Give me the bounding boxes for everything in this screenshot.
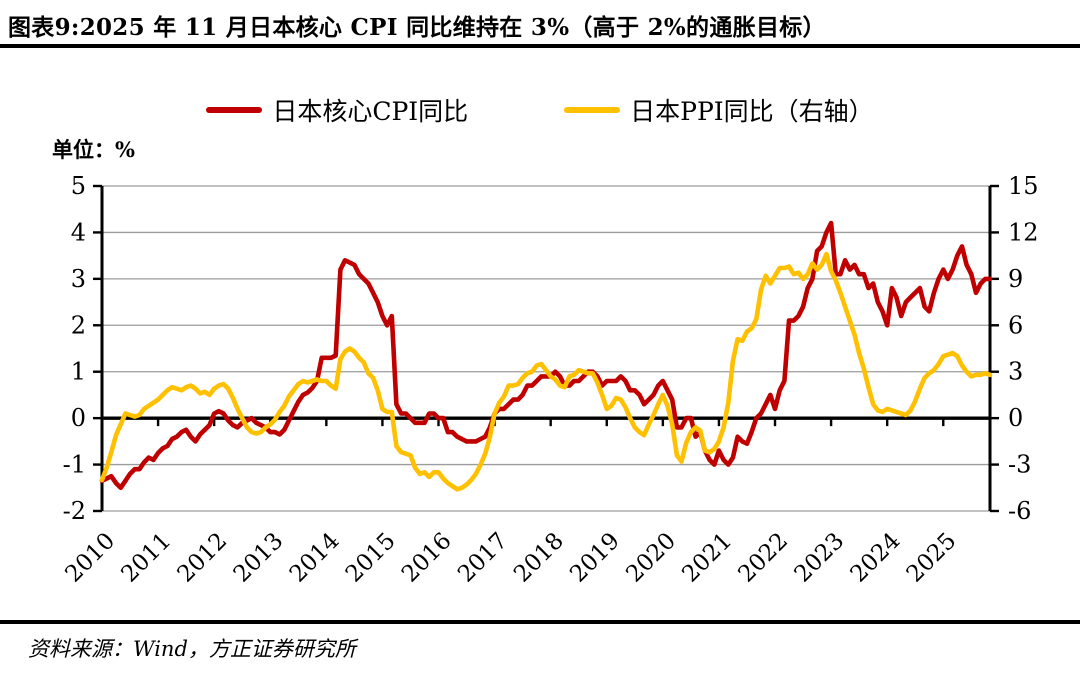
cpi-ppi-chart: 2010 2011 2012 2013 2014 2015 2016 2017 2018 2019… [0,140,1080,620]
x-axis-tick-label: 2012 [173,528,233,588]
right-axis-tick-label: 9 [1008,265,1023,293]
x-axis-tick-label: 2017 [453,528,513,588]
right-axis-tick-label: 6 [1008,311,1023,339]
ppi-series-line [99,251,993,492]
x-axis-tick-label: 2016 [397,528,457,588]
left-axis-tick-label: -1 [63,451,86,479]
x-axis-tick-label: 2021 [677,528,737,588]
unit-label: 单位：% [52,137,135,162]
legend-item-cpi: 日本核心CPI同比 [206,92,468,128]
left-axis-tick-label: 2 [71,311,86,339]
legend-label-cpi: 日本核心CPI同比 [272,97,469,126]
x-axis-tick-label: 2023 [790,528,850,588]
source-text: 资料来源：Wind，方正证券研究所 [28,637,356,661]
right-axis-tick-label: 0 [1008,404,1023,432]
x-axis-tick-label: 2025 [902,528,962,588]
right-axis-tick-label: 3 [1008,358,1023,386]
left-axis-tick-label: -2 [63,497,86,525]
x-axis-tick-label: 2018 [509,528,569,588]
left-axis-tick-label: 4 [71,218,86,246]
right-axis-tick-label: -6 [1008,497,1031,525]
left-axis-tick-label: 3 [71,265,86,293]
title-divider [0,44,1080,48]
left-axis-tick-label: 5 [71,172,86,200]
right-axis-tick-label: 12 [1008,218,1039,246]
x-axis-tick-label: 2013 [229,528,289,588]
page-title: 图表9:2025 年 11 月日本核心 CPI 同比维持在 3%（高于 2%的通… [8,14,826,41]
left-axis-tick-label: 1 [71,358,86,386]
cpi-series-line [99,220,993,491]
x-axis-tick-label: 2022 [733,528,793,588]
bottom-divider [0,620,1080,624]
x-axis-tick-label: 2015 [341,528,401,588]
x-axis-tick-label: 2010 [60,528,120,588]
right-axis-tick-label: 15 [1008,172,1039,200]
x-axis-tick-label: 2024 [846,528,906,588]
x-axis-tick-label: 2019 [565,528,625,588]
ppi-line-swatch-icon [564,107,621,113]
right-axis-tick-label: -3 [1008,451,1031,479]
legend-item-ppi: 日本PPI同比（右轴） [564,92,874,128]
x-axis-tick-label: 2020 [621,528,681,588]
x-axis-tick-label: 2014 [285,528,345,588]
chart-canvas: 2010201120122013201420152016201720182019… [60,172,1039,588]
cpi-line-swatch-icon [206,107,263,113]
x-axis-tick-label: 2011 [117,528,177,588]
chart-legend: 日本核心CPI同比 日本PPI同比（右轴） [0,92,1080,128]
left-axis-tick-label: 0 [71,404,86,432]
legend-label-ppi: 日本PPI同比（右轴） [630,97,874,126]
